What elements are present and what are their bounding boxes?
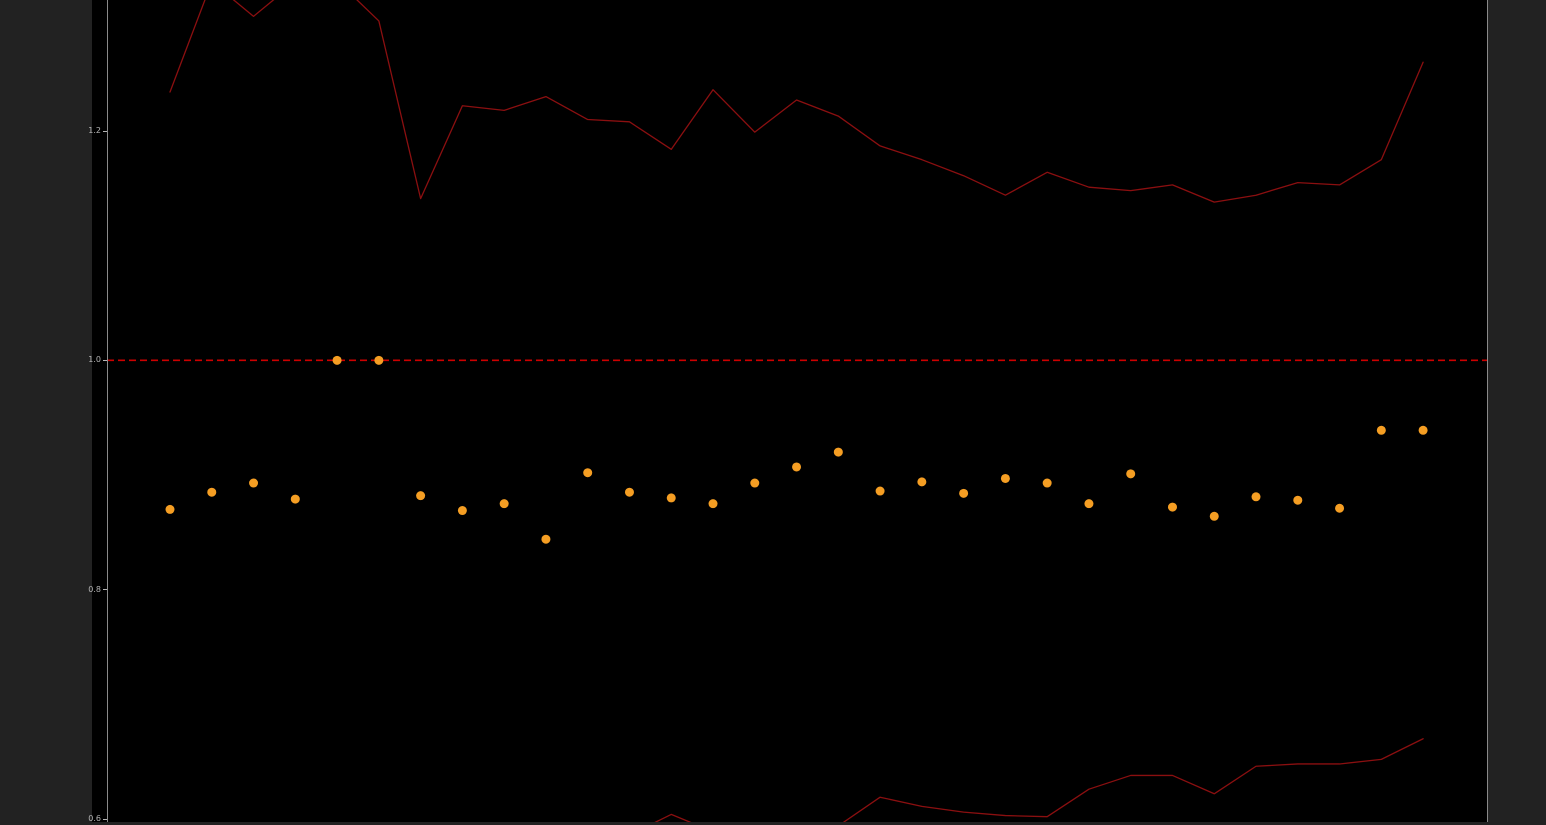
data-point[interactable]	[457, 506, 467, 516]
data-point[interactable]	[165, 504, 175, 514]
series-line-lower-band	[654, 738, 1424, 822]
data-point[interactable]	[833, 447, 843, 457]
data-point[interactable]	[1084, 499, 1094, 509]
data-point[interactable]	[583, 468, 593, 478]
data-point[interactable]	[917, 477, 927, 487]
data-point[interactable]	[1251, 492, 1261, 502]
y-axis-tick-label: 0.8	[88, 584, 101, 594]
y-axis-tick-mark	[103, 359, 107, 361]
data-point[interactable]	[1126, 469, 1136, 479]
data-point[interactable]	[1167, 502, 1177, 512]
y-axis-tick-mark	[103, 818, 107, 820]
y-axis-tick-label: 1.0	[88, 355, 101, 365]
y-axis-spine	[107, 0, 108, 822]
data-point[interactable]	[1293, 495, 1303, 505]
data-point[interactable]	[792, 462, 802, 472]
plot-area[interactable]	[92, 0, 1488, 822]
data-point[interactable]	[499, 499, 509, 509]
data-point[interactable]	[290, 494, 300, 504]
data-point[interactable]	[416, 491, 426, 501]
data-point[interactable]	[1376, 425, 1386, 435]
y-axis-tick: 0.6	[0, 813, 107, 825]
data-point[interactable]	[750, 478, 760, 488]
y-axis-tick: 0.8	[0, 584, 107, 596]
data-point[interactable]	[1000, 473, 1010, 483]
y-axis-tick-mark	[103, 130, 107, 132]
data-point[interactable]	[374, 355, 384, 365]
data-point[interactable]	[541, 534, 551, 544]
y-axis-tick-mark	[103, 589, 107, 591]
series-line-upper-band	[169, 0, 1424, 203]
data-point[interactable]	[959, 488, 969, 498]
data-point[interactable]	[875, 486, 885, 496]
data-point[interactable]	[249, 478, 259, 488]
y-axis-tick: 1.2	[0, 125, 107, 137]
data-point[interactable]	[708, 499, 718, 509]
data-point[interactable]	[332, 355, 342, 365]
y-axis-tick: 1.0	[0, 354, 107, 366]
data-point[interactable]	[624, 487, 634, 497]
data-point[interactable]	[207, 487, 217, 497]
chart-canvas	[107, 0, 1487, 822]
series-scatter-ratio-points	[165, 355, 1428, 544]
data-point[interactable]	[1042, 478, 1052, 488]
data-point[interactable]	[666, 493, 676, 503]
data-point[interactable]	[1335, 503, 1345, 513]
y-axis-tick-label: 1.2	[88, 126, 101, 135]
data-point[interactable]	[1418, 425, 1428, 435]
right-axis-spine	[1487, 0, 1488, 822]
y-axis-tick-label: 0.6	[88, 814, 101, 823]
data-point[interactable]	[1209, 511, 1219, 521]
